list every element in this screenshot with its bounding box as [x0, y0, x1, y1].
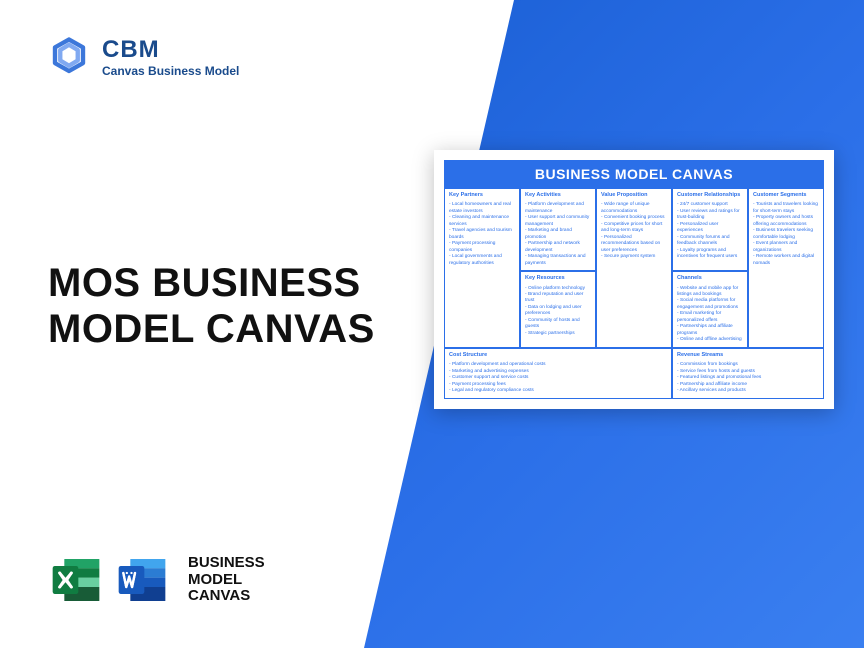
canvas-grid: Key PartnersLocal homeowners and real es…	[444, 188, 824, 399]
excel-icon	[48, 552, 104, 608]
brand-sub: Canvas Business Model	[102, 64, 239, 78]
canvas-preview-card: BUSINESS MODEL CANVAS Key PartnersLocal …	[434, 150, 834, 409]
bottom-label: BUSINESS MODEL CANVAS	[188, 555, 265, 605]
cell-channels: ChannelsWebsite and mobile app for listi…	[672, 271, 748, 348]
cell-key-partners: Key PartnersLocal homeowners and real es…	[444, 188, 520, 348]
title-line1: MOS BUSINESS	[48, 260, 375, 306]
cell-key-activities: Key ActivitiesPlatform development and m…	[520, 188, 596, 271]
page-title: MOS BUSINESS MODEL CANVAS	[48, 260, 375, 352]
cell-customer-relationships: Customer Relationships24/7 customer supp…	[672, 188, 748, 271]
brand-logo-block: CBM Canvas Business Model	[48, 36, 239, 78]
word-icon	[114, 552, 170, 608]
cell-revenue-streams: Revenue StreamsCommission from bookingsS…	[672, 348, 824, 399]
cell-cost-structure: Cost StructurePlatform development and o…	[444, 348, 672, 399]
canvas-title: BUSINESS MODEL CANVAS	[444, 160, 824, 188]
hex-logo-icon	[48, 36, 90, 78]
brand-abbr: CBM	[102, 36, 239, 64]
file-icons-block: BUSINESS MODEL CANVAS	[48, 552, 265, 608]
title-line2: MODEL CANVAS	[48, 306, 375, 352]
cell-customer-segments: Customer SegmentsTourists and travelers …	[748, 188, 824, 348]
cell-value-proposition: Value PropositionWide range of unique ac…	[596, 188, 672, 348]
cell-key-resources: Key ResourcesOnline platform technologyB…	[520, 271, 596, 348]
